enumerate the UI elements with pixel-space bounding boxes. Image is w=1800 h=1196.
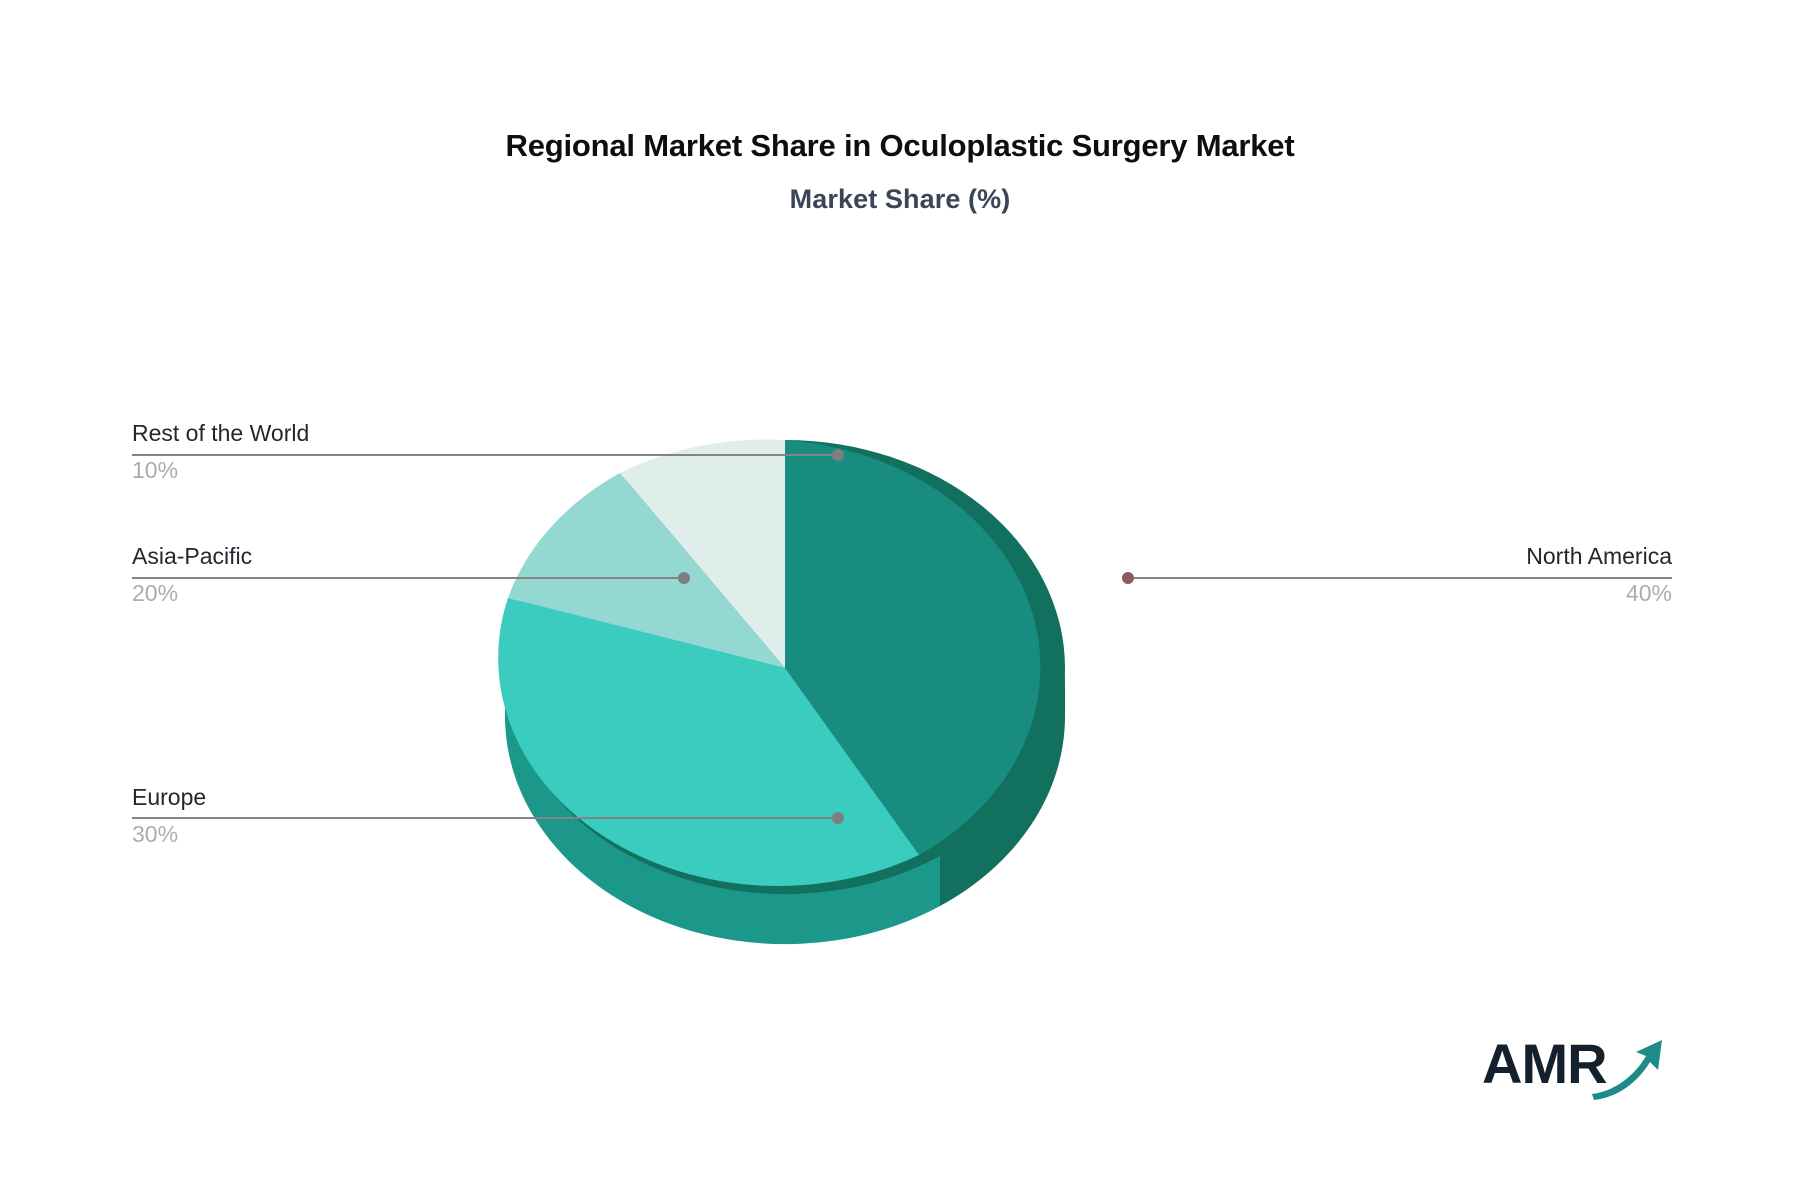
amr-logo: AMR: [1482, 1032, 1662, 1112]
leader-dot-asia-pacific: [678, 572, 690, 584]
callout-label-europe: Europe: [132, 784, 207, 810]
callout-value-europe: 30%: [132, 821, 179, 847]
pie-slice-north-america[interactable]: [785, 440, 1041, 855]
leader-dot-rest-of-the-world: [832, 449, 844, 461]
leader-lines: [132, 454, 1672, 819]
leader-dots: [678, 449, 1134, 824]
callout-value-asia-pacific: 20%: [132, 580, 179, 606]
amr-logo-text: AMR: [1482, 1032, 1608, 1095]
callout-value-rest-of-the-world: 10%: [132, 457, 179, 483]
leader-dot-europe: [832, 812, 844, 824]
callout-north-america[interactable]: North America 40%: [1526, 541, 1672, 609]
page-title: Regional Market Share in Oculoplastic Su…: [505, 128, 1295, 163]
growth-arrow-icon: [1592, 1040, 1662, 1100]
pie-top-face: [498, 439, 1041, 886]
leader-dot-north-america: [1122, 572, 1134, 584]
chart-subtitle: Market Share (%): [789, 184, 1011, 214]
callout-label-rest-of-the-world: Rest of the World: [132, 420, 310, 446]
pie-slice-rest-of-the-world[interactable]: [620, 439, 785, 668]
callout-label-north-america: North America: [1526, 543, 1672, 569]
pie-slice-asia-pacific[interactable]: [508, 473, 785, 668]
callout-asia-pacific[interactable]: Asia-Pacific 20%: [132, 541, 252, 609]
callout-europe[interactable]: Europe 30%: [132, 782, 206, 850]
callout-label-asia-pacific: Asia-Pacific: [132, 543, 253, 569]
callout-value-north-america: 40%: [1625, 580, 1672, 606]
pie-slice-europe[interactable]: [498, 598, 919, 886]
callout-rest-of-the-world[interactable]: Rest of the World 10%: [132, 418, 309, 486]
